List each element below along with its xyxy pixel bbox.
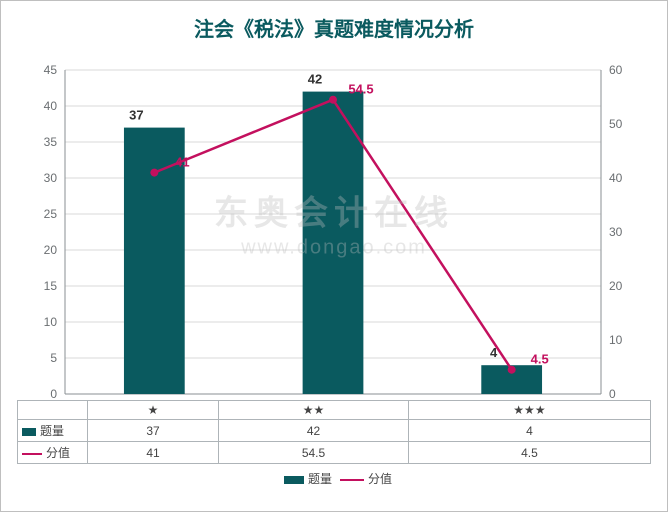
table-col-header: ★ — [88, 401, 219, 420]
svg-text:40: 40 — [609, 171, 623, 185]
line-marker — [150, 169, 158, 177]
table-row-header: 题量 — [18, 420, 88, 442]
table-cell: 4.5 — [408, 442, 650, 464]
svg-text:20: 20 — [44, 243, 58, 257]
line-value-label: 41 — [175, 155, 189, 170]
svg-text:25: 25 — [44, 207, 58, 221]
bar — [303, 92, 364, 394]
line-swatch-icon — [22, 453, 42, 455]
plot-svg: 0510152025303540450102030405060374244154… — [17, 60, 645, 400]
data-table: ★★★★★★题量37424分值4154.54.5 — [17, 400, 651, 464]
line-value-label: 4.5 — [531, 352, 549, 367]
line-swatch-icon — [340, 479, 364, 481]
svg-text:15: 15 — [44, 279, 58, 293]
legend-label: 分值 — [368, 472, 392, 486]
svg-text:0: 0 — [50, 387, 57, 400]
table-col-header: ★★★ — [408, 401, 650, 420]
table-cell: 37 — [88, 420, 219, 442]
legend: 题量 分值 — [17, 470, 651, 487]
table-corner — [18, 401, 88, 420]
svg-text:5: 5 — [50, 351, 57, 365]
svg-text:10: 10 — [44, 315, 58, 329]
legend-label: 题量 — [308, 472, 332, 486]
bar-value-label: 37 — [129, 108, 143, 123]
svg-text:60: 60 — [609, 63, 623, 77]
svg-text:30: 30 — [44, 171, 58, 185]
table-cell: 54.5 — [219, 442, 409, 464]
line-value-label: 54.5 — [348, 82, 373, 97]
svg-text:50: 50 — [609, 117, 623, 131]
plot-area: 东奥会计在线 www.dongao.com 051015202530354045… — [17, 60, 651, 400]
svg-text:0: 0 — [609, 387, 616, 400]
table-row-header: 分值 — [18, 442, 88, 464]
line-marker — [329, 96, 337, 104]
svg-text:10: 10 — [609, 333, 623, 347]
table-cell: 4 — [408, 420, 650, 442]
table-col-header: ★★ — [219, 401, 409, 420]
svg-text:30: 30 — [609, 225, 623, 239]
svg-text:35: 35 — [44, 135, 58, 149]
table-cell: 42 — [219, 420, 409, 442]
svg-text:20: 20 — [609, 279, 623, 293]
svg-text:40: 40 — [44, 99, 58, 113]
table-cell: 41 — [88, 442, 219, 464]
chart-container: 注会《税法》真题难度情况分析 东奥会计在线 www.dongao.com 051… — [0, 0, 668, 512]
bar-value-label: 42 — [308, 72, 322, 87]
bar-swatch-icon — [22, 428, 36, 436]
line-marker — [508, 366, 516, 374]
chart-title: 注会《税法》真题难度情况分析 — [17, 13, 651, 42]
bar-swatch-icon — [284, 476, 304, 484]
svg-text:45: 45 — [44, 63, 58, 77]
